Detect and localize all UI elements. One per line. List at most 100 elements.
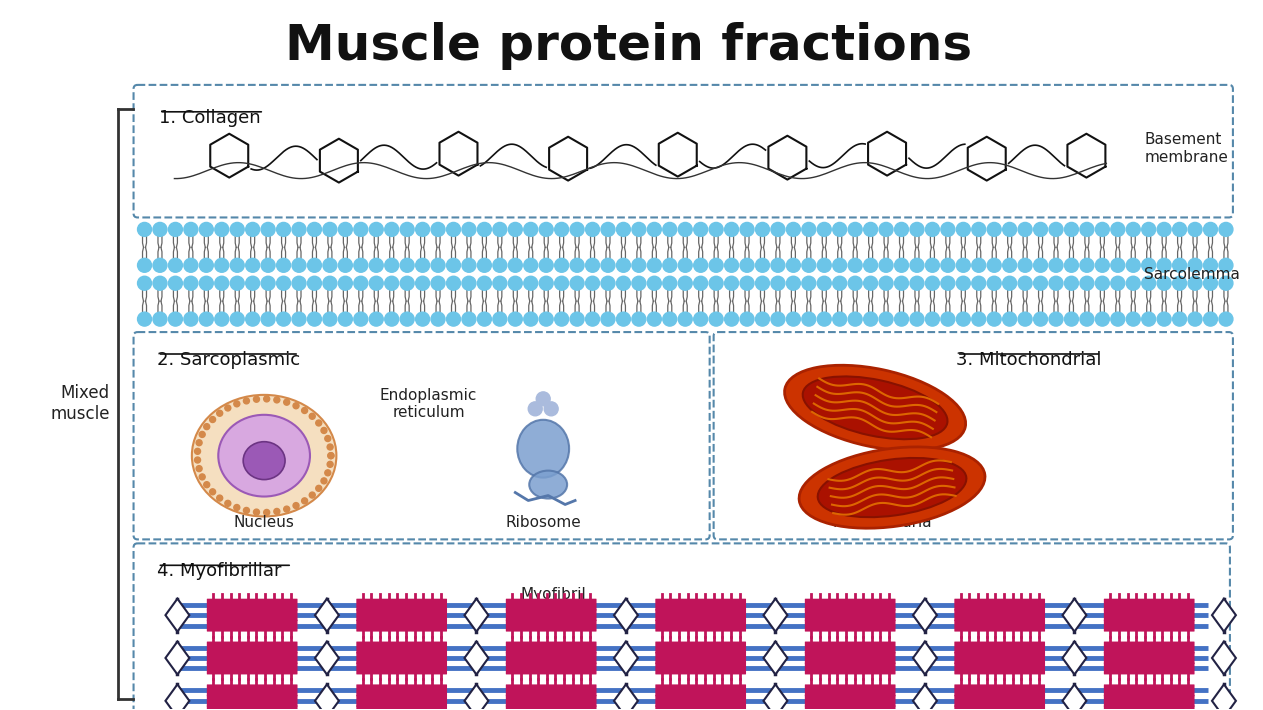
Circle shape — [307, 276, 322, 290]
Circle shape — [1003, 276, 1017, 290]
Text: Mixed
muscle: Mixed muscle — [51, 384, 110, 423]
Circle shape — [254, 396, 259, 403]
Text: Endoplasmic
reticulum: Endoplasmic reticulum — [380, 388, 477, 420]
Circle shape — [168, 312, 182, 326]
FancyBboxPatch shape — [134, 543, 1230, 710]
Circle shape — [663, 276, 677, 290]
Circle shape — [632, 276, 645, 290]
Circle shape — [971, 222, 985, 236]
FancyBboxPatch shape — [505, 705, 596, 710]
Circle shape — [770, 312, 784, 326]
Circle shape — [1188, 276, 1202, 290]
Circle shape — [616, 276, 630, 290]
Polygon shape — [913, 599, 937, 632]
Circle shape — [1065, 222, 1079, 236]
FancyBboxPatch shape — [134, 85, 1233, 217]
Circle shape — [200, 312, 213, 326]
Circle shape — [725, 276, 739, 290]
Circle shape — [1127, 312, 1140, 326]
Circle shape — [570, 222, 584, 236]
Ellipse shape — [218, 415, 309, 496]
Circle shape — [1188, 222, 1202, 236]
Circle shape — [537, 392, 551, 406]
Circle shape — [200, 276, 213, 290]
Circle shape — [196, 439, 202, 446]
Text: Myofibril: Myofibril — [520, 587, 586, 602]
Polygon shape — [763, 684, 787, 710]
Circle shape — [200, 432, 205, 437]
Circle shape — [328, 453, 333, 459]
Circle shape — [292, 276, 306, 290]
Polygon shape — [614, 599, 638, 632]
Circle shape — [168, 258, 182, 272]
Polygon shape — [314, 684, 338, 710]
Circle shape — [832, 258, 846, 272]
FancyBboxPatch shape — [505, 620, 596, 632]
Polygon shape — [763, 642, 787, 674]
FancyBboxPatch shape — [655, 642, 746, 653]
Circle shape — [601, 276, 615, 290]
Circle shape — [894, 276, 908, 290]
Circle shape — [1050, 312, 1063, 326]
Circle shape — [971, 312, 985, 326]
FancyBboxPatch shape — [955, 620, 1045, 632]
Circle shape — [431, 276, 445, 290]
Circle shape — [1172, 258, 1186, 272]
Text: Sarcolemma: Sarcolemma — [1144, 267, 1240, 282]
Circle shape — [323, 276, 337, 290]
FancyBboxPatch shape — [134, 332, 710, 540]
Circle shape — [493, 258, 506, 272]
FancyBboxPatch shape — [1104, 695, 1195, 707]
Circle shape — [447, 312, 461, 326]
FancyBboxPatch shape — [207, 705, 298, 710]
FancyBboxPatch shape — [356, 620, 447, 632]
Polygon shape — [314, 599, 338, 632]
Circle shape — [616, 222, 630, 236]
Circle shape — [244, 398, 249, 404]
Circle shape — [477, 276, 491, 290]
Circle shape — [385, 276, 399, 290]
Circle shape — [215, 222, 229, 236]
Circle shape — [1142, 312, 1156, 326]
Circle shape — [338, 258, 352, 272]
Circle shape — [1080, 222, 1094, 236]
Circle shape — [879, 276, 893, 290]
Circle shape — [338, 222, 352, 236]
Circle shape — [864, 222, 878, 236]
Circle shape — [200, 258, 213, 272]
Circle shape — [894, 312, 908, 326]
FancyBboxPatch shape — [955, 652, 1045, 664]
Circle shape — [740, 312, 754, 326]
Circle shape — [1003, 312, 1017, 326]
FancyBboxPatch shape — [505, 684, 596, 697]
Circle shape — [210, 417, 216, 422]
Circle shape — [195, 448, 201, 454]
Circle shape — [153, 276, 167, 290]
Circle shape — [1018, 222, 1032, 236]
Circle shape — [849, 258, 863, 272]
Circle shape — [909, 258, 925, 272]
Circle shape — [648, 276, 662, 290]
Circle shape — [926, 258, 940, 272]
Circle shape — [787, 312, 801, 326]
Circle shape — [508, 312, 523, 326]
FancyBboxPatch shape — [1104, 599, 1195, 611]
Circle shape — [725, 312, 739, 326]
Circle shape — [447, 222, 461, 236]
Circle shape — [802, 258, 816, 272]
Polygon shape — [1062, 599, 1086, 632]
Circle shape — [956, 222, 970, 236]
Circle shape — [323, 222, 337, 236]
FancyBboxPatch shape — [207, 620, 298, 632]
FancyBboxPatch shape — [356, 599, 447, 611]
Circle shape — [832, 312, 846, 326]
Polygon shape — [465, 684, 489, 710]
Polygon shape — [465, 642, 489, 674]
Circle shape — [601, 258, 615, 272]
Circle shape — [416, 258, 429, 272]
Circle shape — [802, 222, 816, 236]
Circle shape — [755, 222, 769, 236]
Circle shape — [462, 312, 476, 326]
Circle shape — [1033, 258, 1047, 272]
Circle shape — [138, 276, 152, 290]
